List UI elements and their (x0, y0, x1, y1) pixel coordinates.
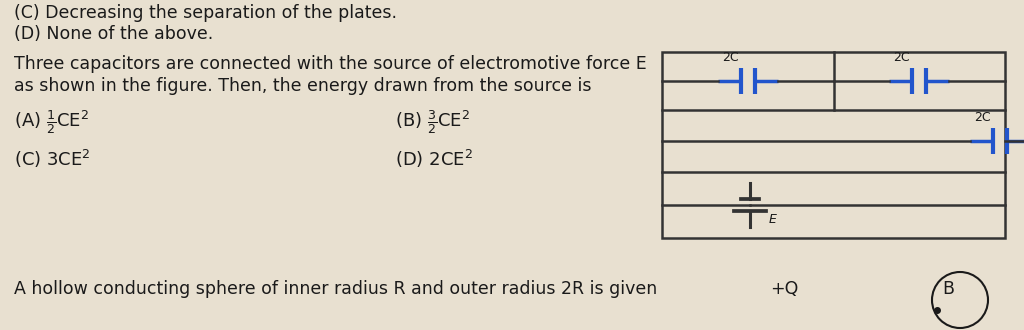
Text: (D) 2CE$^2$: (D) 2CE$^2$ (395, 148, 473, 170)
Text: (D) None of the above.: (D) None of the above. (14, 25, 213, 43)
Bar (662, 52, 1005, 238)
Text: Three capacitors are connected with the source of electromotive force E: Three capacitors are connected with the … (14, 55, 647, 73)
Text: (C) 3CE$^2$: (C) 3CE$^2$ (14, 148, 91, 170)
Text: as shown in the figure. Then, the energy drawn from the source is: as shown in the figure. Then, the energy… (14, 77, 592, 95)
Text: 2C: 2C (975, 111, 991, 124)
Text: (C) Decreasing the separation of the plates.: (C) Decreasing the separation of the pla… (14, 4, 397, 22)
Text: B: B (942, 280, 954, 298)
Text: E: E (769, 213, 777, 226)
Text: 2C: 2C (722, 51, 738, 64)
Text: 2C: 2C (894, 51, 910, 64)
Text: A hollow conducting sphere of inner radius R and outer radius 2R is given: A hollow conducting sphere of inner radi… (14, 280, 657, 298)
Text: (A) $\frac{1}{2}$CE$^2$: (A) $\frac{1}{2}$CE$^2$ (14, 108, 89, 136)
Text: +Q: +Q (770, 280, 799, 298)
Text: (B) $\frac{3}{2}$CE$^2$: (B) $\frac{3}{2}$CE$^2$ (395, 108, 470, 136)
